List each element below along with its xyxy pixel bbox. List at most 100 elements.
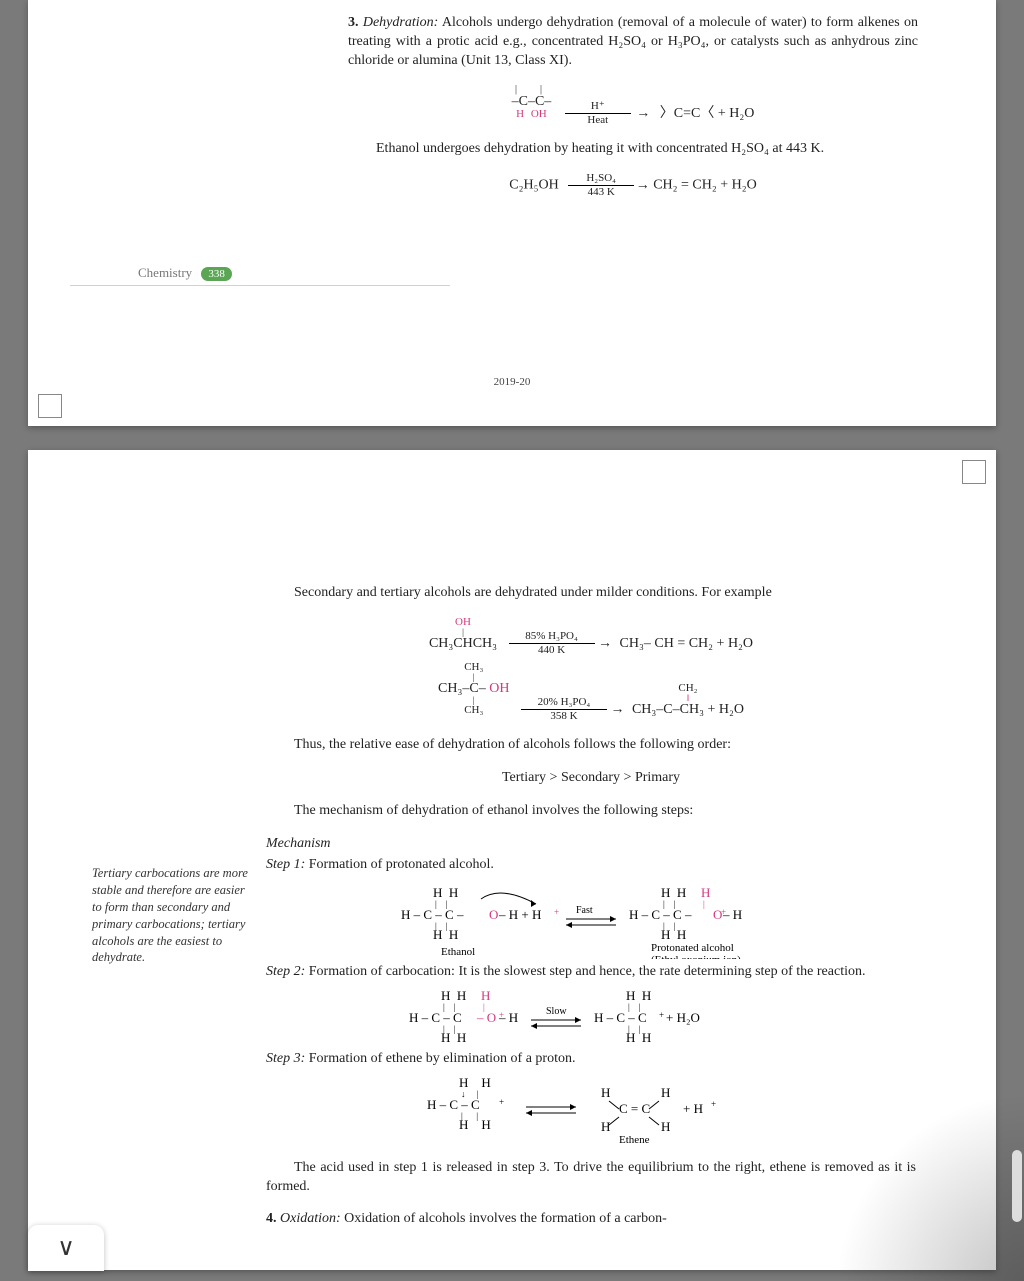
svg-text:H H: H H [661, 885, 693, 900]
footer-year: 2019-20 [494, 376, 531, 388]
step2-diagram: H H H | | | H – C – C – O + – H | | H H … [381, 986, 801, 1046]
reaction1-left: –C–C– [512, 94, 552, 109]
svg-text:H: H [661, 1085, 670, 1100]
oxidation-paragraph: 4. Oxidation: Oxidation of alcohols invo… [266, 1210, 916, 1229]
mechanism-intro: The mechanism of dehydration of ethanol … [266, 802, 916, 821]
reaction2-arrow-top: H₂SO₄ [566, 173, 636, 184]
step1-diagram: H H | | H – C – C – O – H + H + | | H H … [361, 879, 821, 959]
chevron-down-icon: ∨ [57, 1235, 75, 1261]
reaction4-OH: OH [489, 681, 509, 696]
svg-text:H H: H H [433, 885, 458, 900]
svg-text:H H: H H [626, 988, 651, 1003]
svg-text:– H + H: – H + H [498, 907, 541, 922]
reaction3-left: CH₃CHCH₃ [429, 636, 497, 651]
reaction1-OH: OH [531, 108, 547, 120]
svg-text:+: + [659, 1010, 664, 1020]
reaction1-right: 〉C=C〈 + H₂O [660, 106, 755, 121]
svg-text:+: + [499, 1097, 504, 1107]
reaction4-right: CH₃–C–CH₃ + H₂O [632, 702, 744, 717]
reaction3-arrow-bot: 440 K [507, 645, 597, 656]
svg-text:+: + [554, 907, 559, 917]
svg-text:O: O [489, 907, 498, 922]
page-select-checkbox-top[interactable] [38, 394, 62, 418]
step2: Step 2: Formation of carbocation: It is … [266, 963, 916, 982]
dehydration-general-reaction: | | –C–C– H OH H⁺ Heat → 〉C=C〈 + H₂O [348, 85, 918, 126]
svg-text:H: H [601, 1085, 610, 1100]
step1-left-label: Ethanol [441, 946, 475, 958]
page-select-checkbox-bottom[interactable] [962, 460, 986, 484]
svg-text:H H: H H [459, 1075, 491, 1090]
svg-text:Slow: Slow [546, 1006, 567, 1017]
reaction4-arrow-top: 20% H₃PO₄ [519, 697, 609, 708]
step3-label: Step 3: [266, 1051, 305, 1066]
step3-text: Formation of ethene by elimination of a … [309, 1051, 576, 1066]
svg-text:– H: – H [498, 1010, 518, 1025]
reaction3-right: CH₃– CH = CH₂ + H₂O [620, 636, 754, 651]
svg-text:H – C – C: H – C – C [409, 1010, 462, 1025]
svg-text:H: H [601, 1119, 610, 1134]
svg-text:H: H [661, 1119, 670, 1134]
svg-text:H H: H H [661, 927, 686, 942]
reaction4-ch3-bot: CH₃ [438, 705, 509, 716]
svg-text:+ H₂O: + H₂O [666, 1010, 700, 1025]
svg-text:H – C – C –: H – C – C – [629, 907, 692, 922]
secondary-tertiary-intro: Secondary and tertiary alcohols are dehy… [266, 584, 916, 603]
reaction3-arrow-top: 85% H₃PO₄ [507, 631, 597, 642]
scrollbar-thumb[interactable] [1012, 1150, 1022, 1222]
chapter-name: Chemistry [138, 265, 192, 280]
reaction4-left: CH₃–C– OH [438, 681, 509, 696]
svg-text:+ H: + H [683, 1101, 703, 1116]
ethanol-line: Ethanol undergoes dehydration by heating… [348, 140, 918, 159]
svg-text:Fast: Fast [576, 905, 593, 916]
page-339: Tertiary carbocations are more stable an… [28, 450, 996, 1270]
step3-diagram: H H ↓ | H – C – C + | | H H HH C = C [391, 1073, 791, 1145]
svg-text:H: H [701, 885, 710, 900]
svg-text:H H: H H [441, 988, 473, 1003]
svg-text:C = C: C = C [619, 1101, 650, 1116]
dehydration-paragraph: 3. Dehydration: Alcohols undergo dehydra… [348, 14, 918, 71]
reaction2-arrow-bot: 443 K [566, 187, 636, 198]
svg-text:– H: – H [722, 907, 742, 922]
step2-text: Formation of carbocation: It is the slow… [309, 964, 866, 979]
ethanol-dehydration-reaction: C₂H₅OH H₂SO₄ 443 K → CH₂ = CH₂ + H₂O [348, 173, 918, 198]
svg-text:(Ethyl oxonium ion): (Ethyl oxonium ion) [651, 954, 741, 959]
svg-text:+: + [711, 1099, 716, 1109]
svg-text:H H: H H [441, 1030, 466, 1045]
step3: Step 3: Formation of ethene by eliminati… [266, 1050, 916, 1069]
tertiary-alcohol-reaction: CH₃ | CH₃–C– OH | CH₃ 20% H₃PO₄ 358 K → … [266, 662, 916, 722]
collapse-chevron-button[interactable]: ∨ [28, 1225, 104, 1271]
step1-text: Formation of protonated alcohol. [309, 857, 494, 872]
reaction1-arrow-top: H⁺ [563, 101, 633, 112]
svg-text:H – C – C: H – C – C [427, 1097, 480, 1112]
mechanism-heading: Mechanism [266, 835, 916, 854]
svg-text:H – C – C: H – C – C [594, 1010, 647, 1025]
reaction1-H: H [516, 108, 524, 120]
chapter-underline [70, 285, 450, 286]
item-number: 3. [348, 15, 359, 30]
document-viewer: 3. Dehydration: Alcohols undergo dehydra… [0, 0, 1024, 1281]
secondary-alcohol-reaction: OH | CH₃CHCH₃ 85% H₃PO₄ 440 K → CH₃– CH … [266, 617, 916, 656]
step1-label: Step 1: [266, 857, 305, 872]
item-title: Dehydration: [363, 15, 438, 30]
svg-text:|: | [703, 899, 705, 909]
reaction4-arrow-bot: 358 K [519, 711, 609, 722]
svg-text:– O: – O [476, 1010, 496, 1025]
reaction2-left: C₂H₅OH [509, 178, 558, 193]
svg-text:H H: H H [626, 1030, 651, 1045]
svg-text:H – C – C –: H – C – C – [401, 907, 464, 922]
dehydration-order: Tertiary > Secondary > Primary [266, 769, 916, 788]
item4-body: Oxidation of alcohols involves the forma… [344, 1211, 667, 1226]
reaction2-right: CH₂ = CH₂ + H₂O [653, 178, 757, 193]
margin-note: Tertiary carbocations are more stable an… [92, 865, 252, 966]
closing-note: The acid used in step 1 is released in s… [266, 1159, 916, 1197]
svg-text:H H: H H [433, 927, 458, 942]
chapter-page-number: 338 [201, 267, 232, 281]
step2-label: Step 2: [266, 964, 305, 979]
svg-text:H H: H H [459, 1117, 491, 1132]
reaction1-arrow-bot: Heat [563, 115, 633, 126]
item4-number: 4. [266, 1211, 277, 1226]
svg-text:Protonated alcohol: Protonated alcohol [651, 942, 734, 954]
svg-text:Ethene: Ethene [619, 1134, 650, 1145]
step1: Step 1: Formation of protonated alcohol. [266, 856, 916, 875]
order-intro: Thus, the relative ease of dehydration o… [266, 736, 916, 755]
